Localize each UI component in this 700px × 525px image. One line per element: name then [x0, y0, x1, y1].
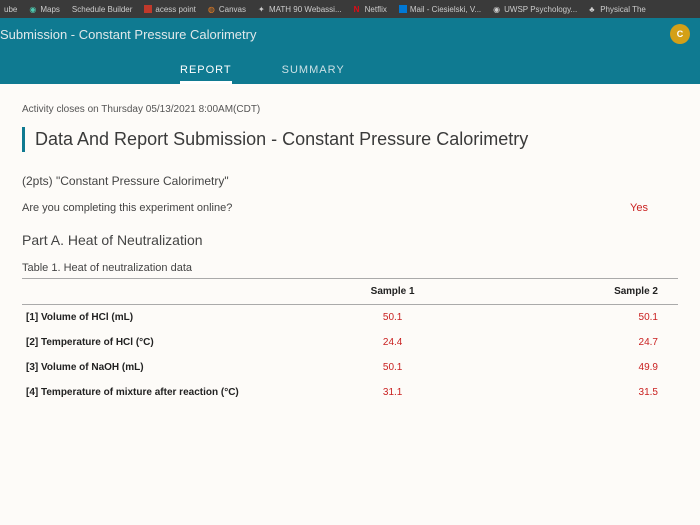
globe-icon: ◉: [493, 5, 501, 13]
bookmark-math[interactable]: ✦MATH 90 Webassi...: [258, 5, 342, 14]
table-row: [4] Temperature of mixture after reactio…: [22, 380, 678, 405]
points-line: (2pts) "Constant Pressure Calorimetry": [22, 174, 678, 188]
webassign-icon: ✦: [258, 5, 266, 13]
row-s1: 50.1: [298, 305, 488, 331]
bookmark-label: Netflix: [365, 5, 387, 14]
bookmarks-bar: ube ◉Maps Schedule Builder acess point ◍…: [0, 0, 700, 18]
row-label: [4] Temperature of mixture after reactio…: [22, 380, 298, 405]
bookmark-label: Canvas: [219, 5, 246, 14]
tabs-bar: REPORT SUMMARY: [0, 50, 700, 84]
bookmark-label: Maps: [40, 5, 60, 14]
row-label: [3] Volume of NaOH (mL): [22, 355, 298, 380]
row-s2: 49.9: [488, 355, 678, 380]
netflix-icon: N: [354, 5, 362, 13]
table-title: Table 1. Heat of neutralization data: [22, 262, 678, 279]
part-a-heading: Part A. Heat of Neutralization: [22, 232, 678, 248]
question-text: Are you completing this experiment onlin…: [22, 202, 232, 214]
row-s2: 31.5: [488, 380, 678, 405]
table-header-row: Sample 1 Sample 2: [22, 279, 678, 305]
tab-summary[interactable]: SUMMARY: [282, 64, 345, 84]
bookmark-label: acess point: [155, 5, 195, 14]
bookmark-netflix[interactable]: NNetflix: [354, 5, 387, 14]
question-row: Are you completing this experiment onlin…: [22, 202, 678, 214]
bookmark-mail[interactable]: Mail - Ciesielski, V...: [399, 5, 481, 14]
book-icon: ♣: [589, 5, 597, 13]
main-heading: Data And Report Submission - Constant Pr…: [22, 127, 678, 152]
row-s1: 31.1: [298, 380, 488, 405]
canvas-icon: ◍: [208, 5, 216, 13]
bookmark-label: UWSP Psychology...: [504, 5, 577, 14]
bookmark-label: Mail - Ciesielski, V...: [410, 5, 481, 14]
pin-icon: ◉: [29, 5, 37, 13]
avatar[interactable]: C: [670, 24, 690, 44]
col-sample1: Sample 1: [298, 279, 488, 305]
outlook-icon: [399, 5, 407, 13]
page-title: Submission - Constant Pressure Calorimet…: [0, 27, 256, 42]
answer-value: Yes: [630, 202, 648, 214]
bookmark-uwsp[interactable]: ◉UWSP Psychology...: [493, 5, 577, 14]
tab-report[interactable]: REPORT: [180, 64, 232, 84]
bookmark-acess[interactable]: acess point: [144, 5, 195, 14]
square-icon: [144, 5, 152, 13]
bookmark-label: MATH 90 Webassi...: [269, 5, 342, 14]
table-row: [2] Temperature of HCl (°C) 24.4 24.7: [22, 330, 678, 355]
data-table: Sample 1 Sample 2 [1] Volume of HCl (mL)…: [22, 279, 678, 405]
bookmark-maps[interactable]: ◉Maps: [29, 5, 60, 14]
table-row: [1] Volume of HCl (mL) 50.1 50.1: [22, 305, 678, 331]
row-s2: 24.7: [488, 330, 678, 355]
col-empty: [22, 279, 298, 305]
bookmark-schedule[interactable]: Schedule Builder: [72, 5, 132, 14]
row-s1: 50.1: [298, 355, 488, 380]
bookmark-label: Physical The: [600, 5, 646, 14]
row-label: [1] Volume of HCl (mL): [22, 305, 298, 331]
activity-closes-text: Activity closes on Thursday 05/13/2021 8…: [22, 104, 678, 115]
header-bar: Submission - Constant Pressure Calorimet…: [0, 18, 700, 50]
row-label: [2] Temperature of HCl (°C): [22, 330, 298, 355]
content-area: Activity closes on Thursday 05/13/2021 8…: [0, 84, 700, 525]
col-sample2: Sample 2: [488, 279, 678, 305]
row-s1: 24.4: [298, 330, 488, 355]
table-row: [3] Volume of NaOH (mL) 50.1 49.9: [22, 355, 678, 380]
row-s2: 50.1: [488, 305, 678, 331]
bookmark-canvas[interactable]: ◍Canvas: [208, 5, 246, 14]
bookmark-ube[interactable]: ube: [4, 5, 17, 14]
bookmark-physical[interactable]: ♣Physical The: [589, 5, 646, 14]
